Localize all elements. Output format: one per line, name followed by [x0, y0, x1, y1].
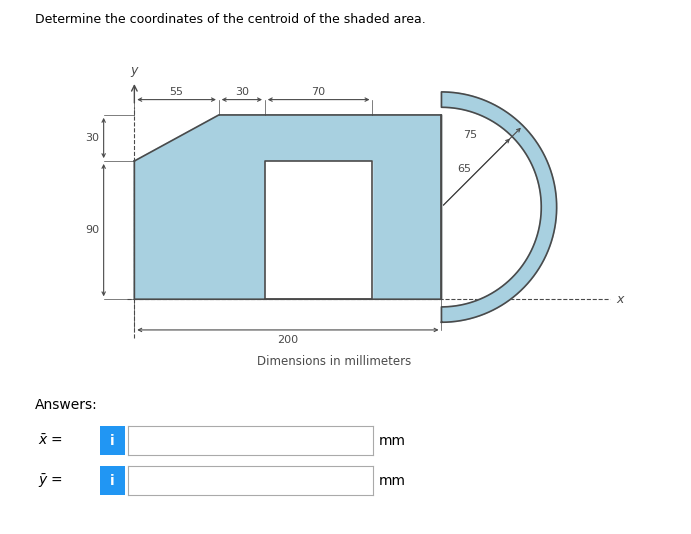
Text: Answers:: Answers: — [35, 398, 97, 412]
Text: x: x — [614, 293, 625, 306]
Text: Dimensions in millimeters: Dimensions in millimeters — [257, 355, 411, 367]
Text: 55: 55 — [169, 87, 184, 97]
Text: 75: 75 — [463, 130, 477, 139]
Text: 30: 30 — [235, 87, 249, 97]
Text: mm: mm — [379, 474, 406, 488]
Text: y: y — [131, 64, 138, 76]
Polygon shape — [134, 115, 442, 299]
Text: 90: 90 — [85, 225, 99, 235]
Text: 30: 30 — [85, 133, 99, 143]
Text: Determine the coordinates of the centroid of the shaded area.: Determine the coordinates of the centroi… — [35, 13, 425, 26]
Text: $\bar{x}$ =: $\bar{x}$ = — [38, 433, 63, 448]
Text: i: i — [111, 434, 115, 447]
Text: $\bar{y}$ =: $\bar{y}$ = — [38, 472, 63, 490]
Text: 65: 65 — [457, 164, 471, 174]
Polygon shape — [442, 92, 557, 322]
Text: 200: 200 — [277, 334, 299, 344]
Text: 70: 70 — [312, 87, 325, 97]
Text: i: i — [111, 474, 115, 488]
Polygon shape — [265, 161, 372, 299]
Text: mm: mm — [379, 434, 406, 447]
